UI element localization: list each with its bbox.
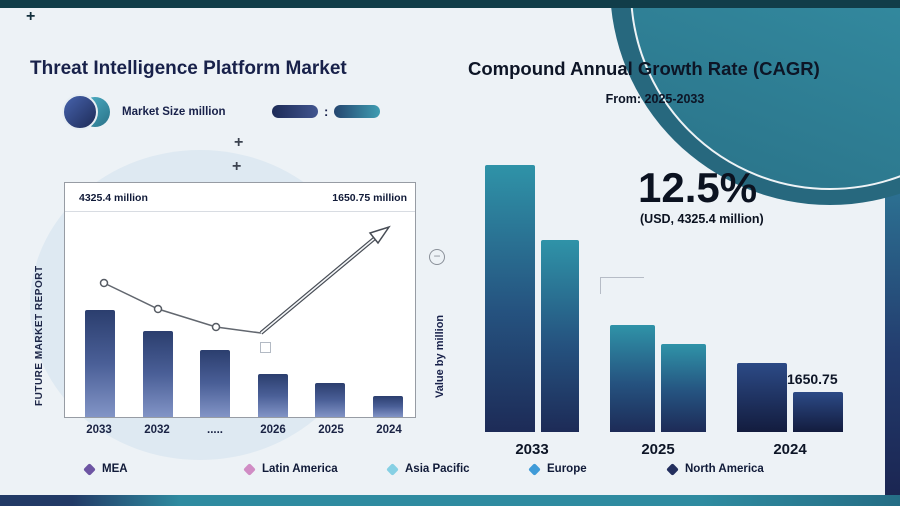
cagr-note: (USD, 4325.4 million) <box>640 212 764 226</box>
left-axis-label: FUTURE MARKET REPORT <box>34 265 45 406</box>
x-label-2024: 2024 <box>376 424 402 436</box>
gridline <box>65 211 415 212</box>
market-bar-2025 <box>315 383 346 417</box>
range-pill-start <box>272 105 318 118</box>
cagr-label-2025: 2025 <box>641 441 675 458</box>
cagr-label-2024: 2024 <box>773 441 807 458</box>
plus-icon: + <box>232 158 242 175</box>
coin-navy-shape <box>62 94 98 130</box>
market-size-legend: Market Size million <box>62 94 226 130</box>
market-bar-..... <box>200 350 231 417</box>
plus-icon: + <box>234 134 244 151</box>
legend-label: Europe <box>547 463 587 475</box>
pill-separator: : <box>324 104 329 119</box>
max-value-label: 4325.4 million <box>79 192 148 204</box>
page-title: Threat Intelligence Platform Market <box>30 58 347 79</box>
range-pills: : <box>272 104 381 119</box>
top-accent-strip <box>0 0 900 8</box>
legend-diamond-icon <box>83 462 96 476</box>
x-label-2026: 2026 <box>260 424 286 436</box>
x-label-2025: 2025 <box>318 424 344 436</box>
x-label-2032: 2032 <box>144 424 170 436</box>
cagr-value: 12.5% <box>638 164 758 211</box>
value-annotation: 1650.75 <box>787 371 838 387</box>
min-value-label: 1650.75 million <box>332 192 407 204</box>
legend-row: MEA Latin America Asia Pacific Europe North … <box>0 462 900 483</box>
x-label-.....: ..... <box>207 424 223 436</box>
minus-circle-icon: − <box>429 249 445 265</box>
cagr-bar-2025-2 <box>661 344 706 432</box>
legend-label: North America <box>685 463 764 475</box>
legend-item-europe: Europe <box>528 462 587 476</box>
market-size-chart: 4325.4 million 1650.75 million <box>64 182 416 418</box>
legend-item-asia-pacific: Asia Pacific <box>386 462 470 476</box>
market-bar-2032 <box>142 331 173 417</box>
cagr-bar-2033-2 <box>541 240 579 432</box>
bottom-accent-strip <box>0 495 900 506</box>
market-size-icon <box>62 94 112 130</box>
cagr-bar-2033-1 <box>485 165 535 432</box>
market-bar-2033 <box>85 310 115 417</box>
legend-item-north-america: North America <box>666 462 764 476</box>
legend-diamond-icon <box>243 462 256 476</box>
cagr-group-2024: 2024 <box>737 363 843 458</box>
legend-diamond-icon <box>386 462 399 476</box>
cagr-bar-2025-1 <box>610 325 655 432</box>
legend-diamond-icon <box>528 462 541 476</box>
market-bar-2026 <box>257 374 288 417</box>
square-decoration <box>260 342 271 353</box>
legend-label: Asia Pacific <box>405 463 470 475</box>
cagr-subtitle: From: 2025-2033 <box>605 92 705 106</box>
plus-icon: + <box>26 8 36 25</box>
legend-label: MEA <box>102 463 128 475</box>
cagr-chart: 2033 2025 2024 <box>480 160 870 458</box>
cagr-label-2033: 2033 <box>515 441 549 458</box>
market-bar-2024 <box>372 396 403 417</box>
legend-item-latin-america: Latin America <box>243 462 338 476</box>
x-label-2033: 2033 <box>86 424 112 436</box>
cagr-bar-2024-2 <box>793 392 843 432</box>
cagr-title: Compound Annual Growth Rate (CAGR) <box>468 58 820 79</box>
range-pill-end <box>334 105 381 118</box>
cagr-group-2033: 2033 <box>485 165 579 458</box>
cagr-bar-2024-1 <box>737 363 787 432</box>
cagr-group-2025: 2025 <box>610 325 706 458</box>
step-decoration <box>600 277 644 294</box>
legend-diamond-icon <box>666 462 679 476</box>
legend-item-mea: MEA <box>83 462 128 476</box>
market-size-label: Market Size million <box>122 106 226 118</box>
legend-label: Latin America <box>262 463 338 475</box>
right-axis-label: Value by million <box>434 314 446 398</box>
market-x-labels: 2033 2032..... 2026 2025 2024 <box>84 424 406 440</box>
market-bars <box>85 211 403 417</box>
